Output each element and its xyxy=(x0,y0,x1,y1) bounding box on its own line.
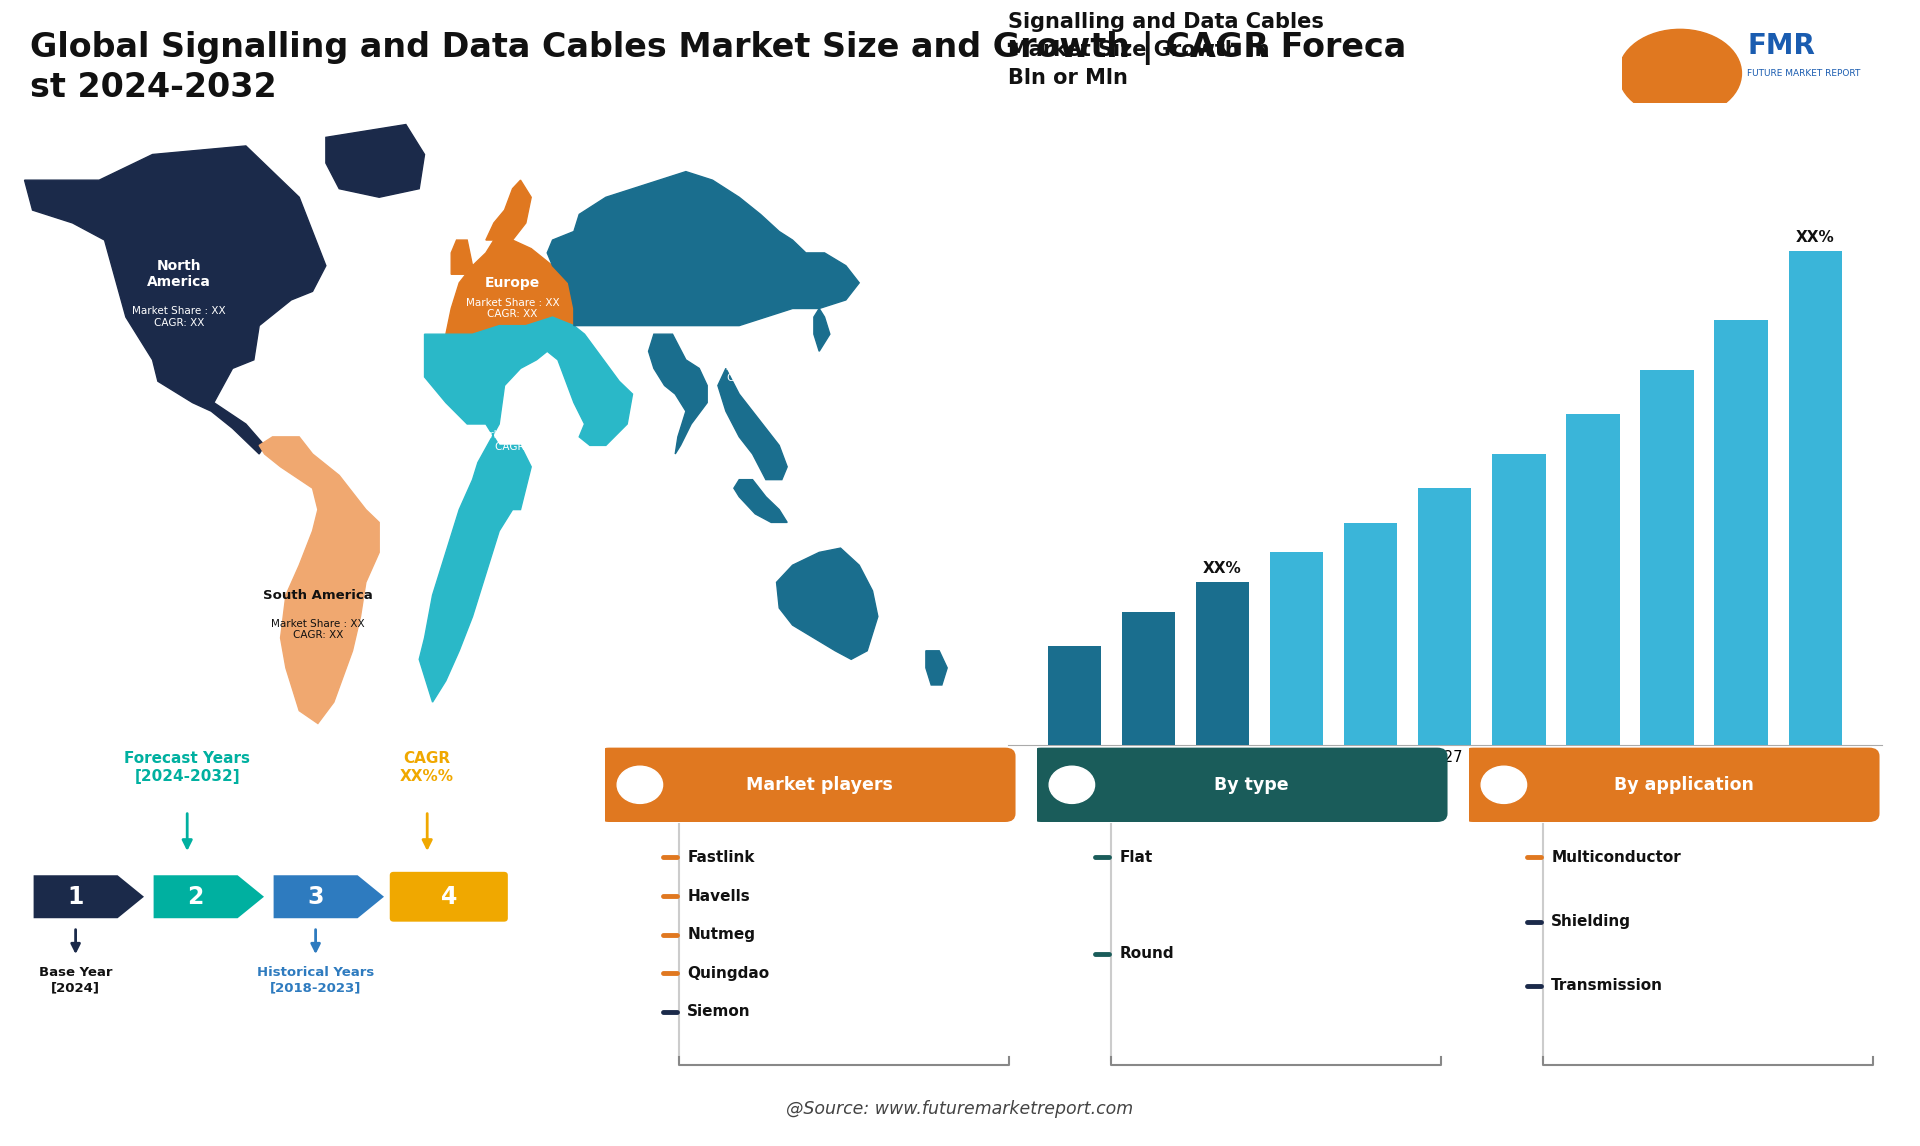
Circle shape xyxy=(1480,767,1526,803)
Circle shape xyxy=(616,767,662,803)
Polygon shape xyxy=(486,180,532,240)
Text: Market Share : XX
CAGR: XX: Market Share : XX CAGR: XX xyxy=(132,306,227,328)
Bar xyxy=(1121,612,1175,745)
Text: 1: 1 xyxy=(67,885,84,909)
Text: Siemon: Siemon xyxy=(687,1004,751,1019)
Polygon shape xyxy=(925,651,947,685)
Polygon shape xyxy=(733,480,787,523)
Text: Signalling and Data Cables
Market Size Growth In
Bln or Mln: Signalling and Data Cables Market Size G… xyxy=(1008,11,1325,88)
Text: FMR: FMR xyxy=(1747,32,1814,60)
Text: Quingdao: Quingdao xyxy=(687,966,770,981)
FancyBboxPatch shape xyxy=(1031,747,1448,822)
Text: Base Year
[2024]: Base Year [2024] xyxy=(38,965,113,995)
FancyBboxPatch shape xyxy=(1463,747,1880,822)
Polygon shape xyxy=(259,437,380,723)
Text: Multiconductor: Multiconductor xyxy=(1551,850,1682,865)
Polygon shape xyxy=(273,876,384,918)
Text: st 2024-2032: st 2024-2032 xyxy=(31,71,276,104)
Text: Historical Years
[2018-2023]: Historical Years [2018-2023] xyxy=(257,965,374,995)
Text: Market players: Market players xyxy=(747,776,893,794)
Bar xyxy=(1048,646,1100,745)
Polygon shape xyxy=(419,317,632,702)
Bar xyxy=(1492,454,1546,745)
Text: MEA: MEA xyxy=(503,405,538,418)
FancyBboxPatch shape xyxy=(390,872,507,921)
Polygon shape xyxy=(154,876,265,918)
Polygon shape xyxy=(451,240,472,274)
Text: Market Share : XX
CAGR: XX: Market Share : XX CAGR: XX xyxy=(271,619,365,641)
Text: Nutmeg: Nutmeg xyxy=(687,927,755,942)
Text: Flat: Flat xyxy=(1119,850,1152,865)
Polygon shape xyxy=(718,368,787,480)
Circle shape xyxy=(1619,30,1741,117)
Polygon shape xyxy=(445,240,580,335)
Bar xyxy=(1344,523,1398,745)
Text: @Source: www.futuremarketreport.com: @Source: www.futuremarketreport.com xyxy=(787,1100,1133,1118)
Text: North
America: North America xyxy=(148,259,211,290)
FancyBboxPatch shape xyxy=(599,747,1016,822)
Polygon shape xyxy=(776,548,877,659)
Text: Shielding: Shielding xyxy=(1551,915,1632,929)
Text: 2: 2 xyxy=(188,885,204,909)
Text: By type: By type xyxy=(1213,776,1288,794)
Circle shape xyxy=(1048,767,1094,803)
Text: Fastlink: Fastlink xyxy=(687,850,755,865)
Text: CAGR
XX%%: CAGR XX%% xyxy=(399,751,455,784)
Text: XX%: XX% xyxy=(1204,562,1242,576)
Text: 3: 3 xyxy=(307,885,324,909)
Polygon shape xyxy=(326,125,424,197)
Text: By application: By application xyxy=(1613,776,1753,794)
Bar xyxy=(1715,321,1768,745)
Bar xyxy=(1419,488,1471,745)
Text: Round: Round xyxy=(1119,947,1173,961)
Polygon shape xyxy=(25,146,326,454)
Polygon shape xyxy=(547,172,860,325)
Text: Forecast Years
[2024-2032]: Forecast Years [2024-2032] xyxy=(125,751,250,784)
Text: FUTURE MARKET REPORT: FUTURE MARKET REPORT xyxy=(1747,69,1860,78)
Text: 4: 4 xyxy=(440,885,457,909)
Text: South America: South America xyxy=(263,589,372,602)
Text: Asia Pacific: Asia Pacific xyxy=(708,331,797,345)
Text: Market Share : XX
CAGR: XX: Market Share : XX CAGR: XX xyxy=(707,362,799,384)
Text: Havells: Havells xyxy=(687,888,751,903)
Text: Market Share : XX
CAGR: XX: Market Share : XX CAGR: XX xyxy=(467,298,559,320)
Bar xyxy=(1789,251,1841,745)
Bar xyxy=(1269,552,1323,745)
Bar xyxy=(1640,370,1693,745)
Text: Transmission: Transmission xyxy=(1551,979,1663,994)
Text: XX%: XX% xyxy=(1795,230,1836,245)
Polygon shape xyxy=(649,335,707,454)
Polygon shape xyxy=(33,876,144,918)
Text: Europe: Europe xyxy=(486,276,540,290)
Polygon shape xyxy=(814,308,829,352)
Bar xyxy=(1567,414,1620,745)
Text: Global Signalling and Data Cables Market Size and Growth | CAGR Foreca: Global Signalling and Data Cables Market… xyxy=(31,31,1405,65)
Text: Market Share : XX
CAGR: XX: Market Share : XX CAGR: XX xyxy=(474,431,566,452)
Bar xyxy=(1196,582,1250,745)
